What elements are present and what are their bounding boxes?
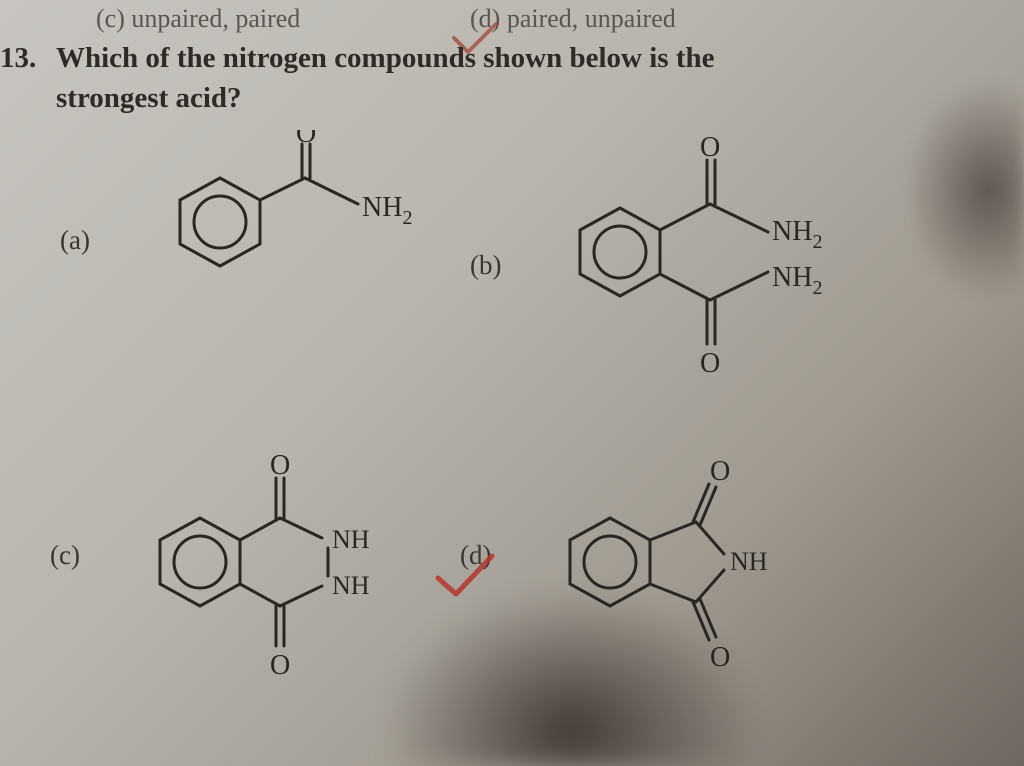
- atom-O-bot: O: [270, 650, 290, 681]
- atom-NH-bot: NH: [332, 571, 370, 600]
- option-b-label: (b): [470, 250, 501, 281]
- atom-NH: NH: [730, 547, 768, 576]
- atom-NH2: NH2: [362, 192, 412, 229]
- atom-O-top: O: [700, 132, 720, 163]
- prev-option-d: (d) paired, unpaired: [470, 4, 676, 34]
- atom-NH-top: NH: [332, 525, 370, 554]
- photo-shadow: [904, 80, 1024, 300]
- prev-option-c: (c) unpaired, paired: [96, 4, 300, 34]
- photo-shadow: [380, 586, 760, 766]
- atom-NH2-top: NH2: [772, 216, 822, 253]
- page: (c) unpaired, paired (d) paired, unpaire…: [0, 0, 1024, 766]
- structure-b: O O NH2 NH2: [510, 120, 870, 440]
- question-text-line2: strongest acid?: [56, 82, 242, 115]
- atom-NH2-bot: NH2: [772, 262, 822, 299]
- question-number: 13.: [0, 42, 36, 75]
- atom-O-top: O: [270, 450, 290, 481]
- option-a-label: (a): [60, 225, 90, 256]
- structure-a: O NH2: [110, 130, 420, 330]
- question-text-line1: Which of the nitrogen compounds shown be…: [56, 42, 956, 75]
- option-d-label: (d): [460, 540, 491, 571]
- atom-O-bot: O: [700, 348, 720, 379]
- option-c-label: (c): [50, 540, 80, 571]
- atom-O-top: O: [710, 456, 730, 487]
- atom-O: O: [296, 130, 316, 149]
